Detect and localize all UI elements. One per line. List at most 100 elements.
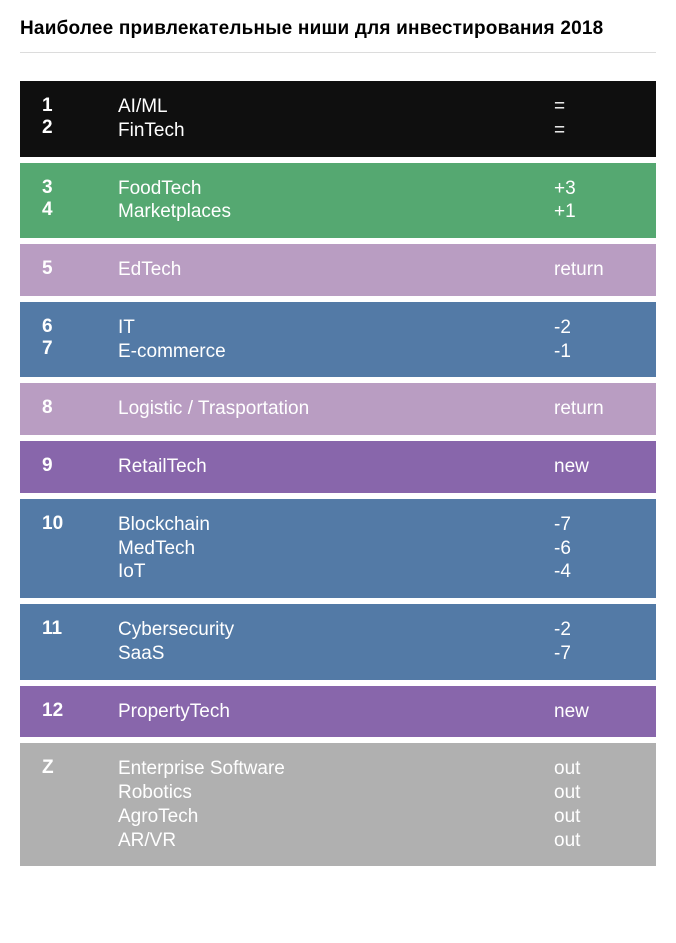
ranking-row: Enterprise Softwareout [118, 757, 634, 781]
ranking-row: FinTech= [118, 119, 634, 143]
ranking-row: IT-2 [118, 316, 634, 340]
rank-number: 4 [42, 199, 118, 221]
page-title: Наиболее привлекательные ниши для инвест… [20, 18, 656, 40]
delta-value: return [554, 258, 634, 282]
ranking-row: IoT-4 [118, 560, 634, 584]
group-body: IT-2E-commerce-1 [118, 316, 634, 364]
delta-value: out [554, 757, 634, 781]
group-body: AI/ML=FinTech= [118, 95, 634, 143]
rank-column: 10 [42, 513, 118, 584]
group-body: FoodTech+3Marketplaces+1 [118, 177, 634, 225]
niche-label: PropertyTech [118, 700, 554, 724]
rank-number: 7 [42, 338, 118, 360]
rank-column: 34 [42, 177, 118, 225]
ranking-row: EdTechreturn [118, 258, 634, 282]
group-body: Blockchain-7MedTech-6IoT-4 [118, 513, 634, 584]
delta-value: +1 [554, 200, 634, 224]
divider [20, 52, 656, 53]
ranking-group: 5EdTechreturn [20, 244, 656, 296]
ranking-row: Logistic / Trasportationreturn [118, 397, 634, 421]
delta-value: new [554, 700, 634, 724]
ranking-group: 12PropertyTechnew [20, 686, 656, 738]
group-body: Logistic / Trasportationreturn [118, 397, 634, 421]
ranking-row: E-commerce-1 [118, 340, 634, 364]
niche-label: Robotics [118, 781, 554, 805]
niche-label: E-commerce [118, 340, 554, 364]
rank-column: 67 [42, 316, 118, 364]
niche-label: Blockchain [118, 513, 554, 537]
niche-label: SaaS [118, 642, 554, 666]
rank-number: 2 [42, 117, 118, 139]
niche-label: Enterprise Software [118, 757, 554, 781]
ranking-row: AR/VRout [118, 829, 634, 853]
ranking-group: 8Logistic / Trasportationreturn [20, 383, 656, 435]
ranking-row: PropertyTechnew [118, 700, 634, 724]
group-body: Cybersecurity-2SaaS-7 [118, 618, 634, 666]
ranking-group: 12AI/ML=FinTech= [20, 81, 656, 157]
delta-value: -2 [554, 316, 634, 340]
delta-value: -7 [554, 642, 634, 666]
niche-label: Marketplaces [118, 200, 554, 224]
rank-column: 12 [42, 95, 118, 143]
rank-number: 10 [42, 513, 118, 535]
rank-number: 11 [42, 618, 118, 640]
group-body: EdTechreturn [118, 258, 634, 282]
delta-value: -4 [554, 560, 634, 584]
ranking-row: SaaS-7 [118, 642, 634, 666]
ranking-row: RetailTechnew [118, 455, 634, 479]
niche-label: Logistic / Trasportation [118, 397, 554, 421]
ranking-row: AgroTechout [118, 805, 634, 829]
rank-column: 5 [42, 258, 118, 282]
delta-value: out [554, 829, 634, 853]
delta-value: = [554, 119, 634, 143]
rank-number: 3 [42, 177, 118, 199]
rank-number: 12 [42, 700, 118, 722]
rank-column: 12 [42, 700, 118, 724]
group-body: Enterprise SoftwareoutRoboticsoutAgroTec… [118, 757, 634, 852]
delta-value: -6 [554, 537, 634, 561]
rank-column: 11 [42, 618, 118, 666]
niche-label: FinTech [118, 119, 554, 143]
ranking-row: MedTech-6 [118, 537, 634, 561]
page: Наиболее привлекательные ниши для инвест… [0, 0, 676, 892]
niche-label: MedTech [118, 537, 554, 561]
rank-number: 1 [42, 95, 118, 117]
niche-label: AR/VR [118, 829, 554, 853]
group-body: RetailTechnew [118, 455, 634, 479]
ranking-row: Blockchain-7 [118, 513, 634, 537]
rank-number: 9 [42, 455, 118, 477]
ranking-group: 11Cybersecurity-2SaaS-7 [20, 604, 656, 680]
ranking-row: FoodTech+3 [118, 177, 634, 201]
ranking-group: 34FoodTech+3Marketplaces+1 [20, 163, 656, 239]
ranking-row: Roboticsout [118, 781, 634, 805]
delta-value: return [554, 397, 634, 421]
niche-label: Cybersecurity [118, 618, 554, 642]
rank-number: 8 [42, 397, 118, 419]
niche-label: FoodTech [118, 177, 554, 201]
rank-number: 5 [42, 258, 118, 280]
delta-value: -1 [554, 340, 634, 364]
delta-value: out [554, 781, 634, 805]
ranking-table: 12AI/ML=FinTech=34FoodTech+3Marketplaces… [20, 81, 656, 866]
delta-value: -7 [554, 513, 634, 537]
delta-value: = [554, 95, 634, 119]
ranking-group: 67IT-2E-commerce-1 [20, 302, 656, 378]
delta-value: new [554, 455, 634, 479]
niche-label: IoT [118, 560, 554, 584]
group-body: PropertyTechnew [118, 700, 634, 724]
rank-number: 6 [42, 316, 118, 338]
delta-value: +3 [554, 177, 634, 201]
niche-label: AgroTech [118, 805, 554, 829]
rank-column: Z [42, 757, 118, 852]
rank-column: 9 [42, 455, 118, 479]
delta-value: -2 [554, 618, 634, 642]
rank-column: 8 [42, 397, 118, 421]
ranking-group: 9RetailTechnew [20, 441, 656, 493]
niche-label: AI/ML [118, 95, 554, 119]
rank-number: Z [42, 757, 118, 779]
ranking-group: ZEnterprise SoftwareoutRoboticsoutAgroTe… [20, 743, 656, 866]
delta-value: out [554, 805, 634, 829]
ranking-group: 10Blockchain-7MedTech-6IoT-4 [20, 499, 656, 598]
niche-label: EdTech [118, 258, 554, 282]
ranking-row: Marketplaces+1 [118, 200, 634, 224]
